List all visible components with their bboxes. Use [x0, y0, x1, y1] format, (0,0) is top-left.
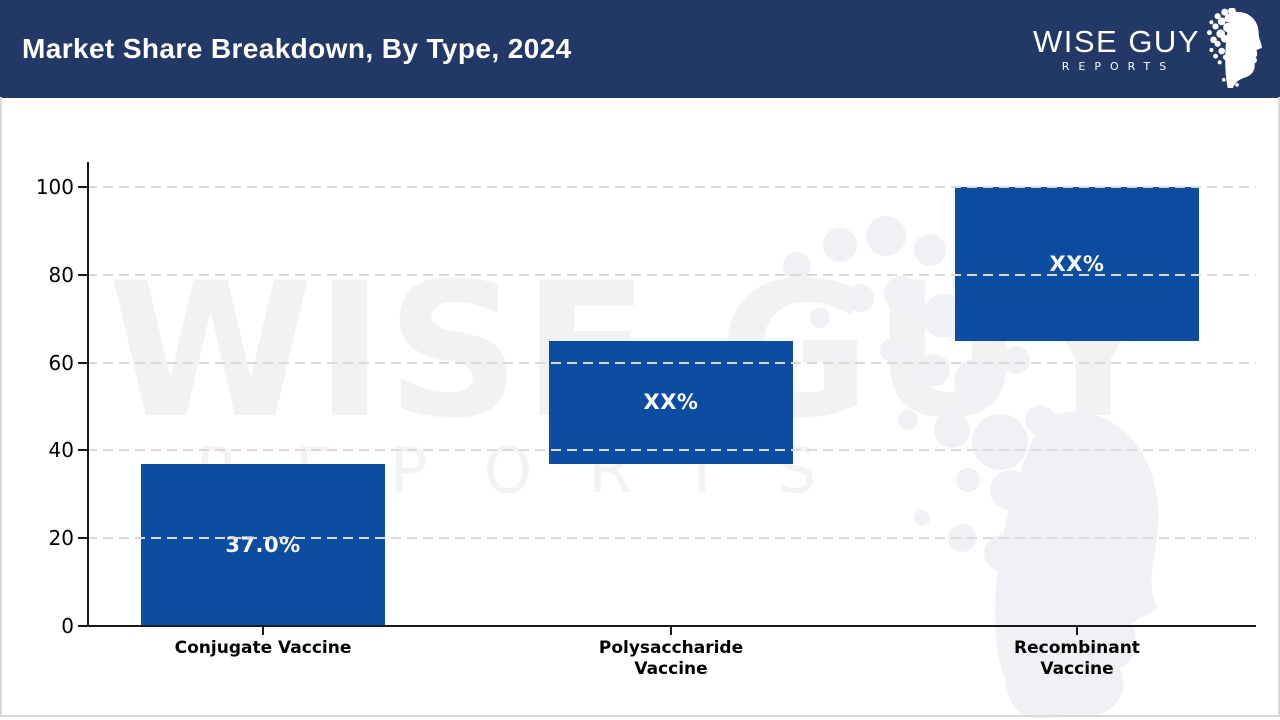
- logo-wordmark-block: WISE GUY REPORTS: [1033, 26, 1200, 72]
- y-gridline: [87, 186, 1256, 188]
- x-tick-label: Polysaccharide Vaccine: [598, 638, 744, 679]
- y-tick-label: 40: [48, 438, 74, 463]
- y-gridline: [87, 449, 1256, 452]
- watermark-head-icon: [783, 216, 1159, 718]
- bar-segment: XX%: [955, 187, 1199, 341]
- y-tick-label: 80: [48, 262, 74, 287]
- x-tick-label: Recombinant Vaccine: [1014, 638, 1140, 679]
- y-axis-tick: [78, 625, 87, 627]
- x-axis-tick: [262, 627, 264, 635]
- y-axis-tick: [78, 537, 87, 540]
- bar-value-label: XX%: [643, 390, 699, 415]
- y-tick-label: 20: [48, 526, 74, 551]
- y-tick-label: 0: [61, 614, 74, 638]
- y-axis-tick: [78, 449, 87, 452]
- y-axis-line: [87, 162, 89, 627]
- bar-segment: 37.0%: [141, 463, 385, 626]
- y-axis-tick: [78, 361, 87, 364]
- x-axis-line: [87, 625, 1256, 627]
- y-gridline: [87, 361, 1256, 364]
- x-axis-tick: [1076, 627, 1078, 635]
- y-gridline: [87, 273, 1256, 276]
- y-tick-label: 100: [35, 175, 74, 199]
- header-bar: Market Share Breakdown, By Type, 2024 WI…: [0, 0, 1280, 98]
- page-title: Market Share Breakdown, By Type, 2024: [22, 33, 572, 64]
- dotted-head-icon: [1206, 8, 1262, 88]
- bar-value-label: XX%: [1049, 251, 1105, 276]
- y-axis-tick: [78, 273, 87, 276]
- logo-subtext: REPORTS: [1061, 60, 1176, 73]
- x-axis-tick: [670, 627, 672, 635]
- logo-wordmark: WISE GUY: [1032, 24, 1200, 59]
- x-tick-label: Conjugate Vaccine: [174, 638, 352, 658]
- bar-value-label: 37.0%: [225, 532, 301, 557]
- brand-logo: WISE GUY REPORTS: [1033, 8, 1266, 90]
- y-axis-tick: [78, 186, 87, 188]
- bar-segment: XX%: [549, 340, 793, 464]
- y-tick-label: 60: [48, 350, 74, 375]
- y-gridline: [87, 537, 1256, 540]
